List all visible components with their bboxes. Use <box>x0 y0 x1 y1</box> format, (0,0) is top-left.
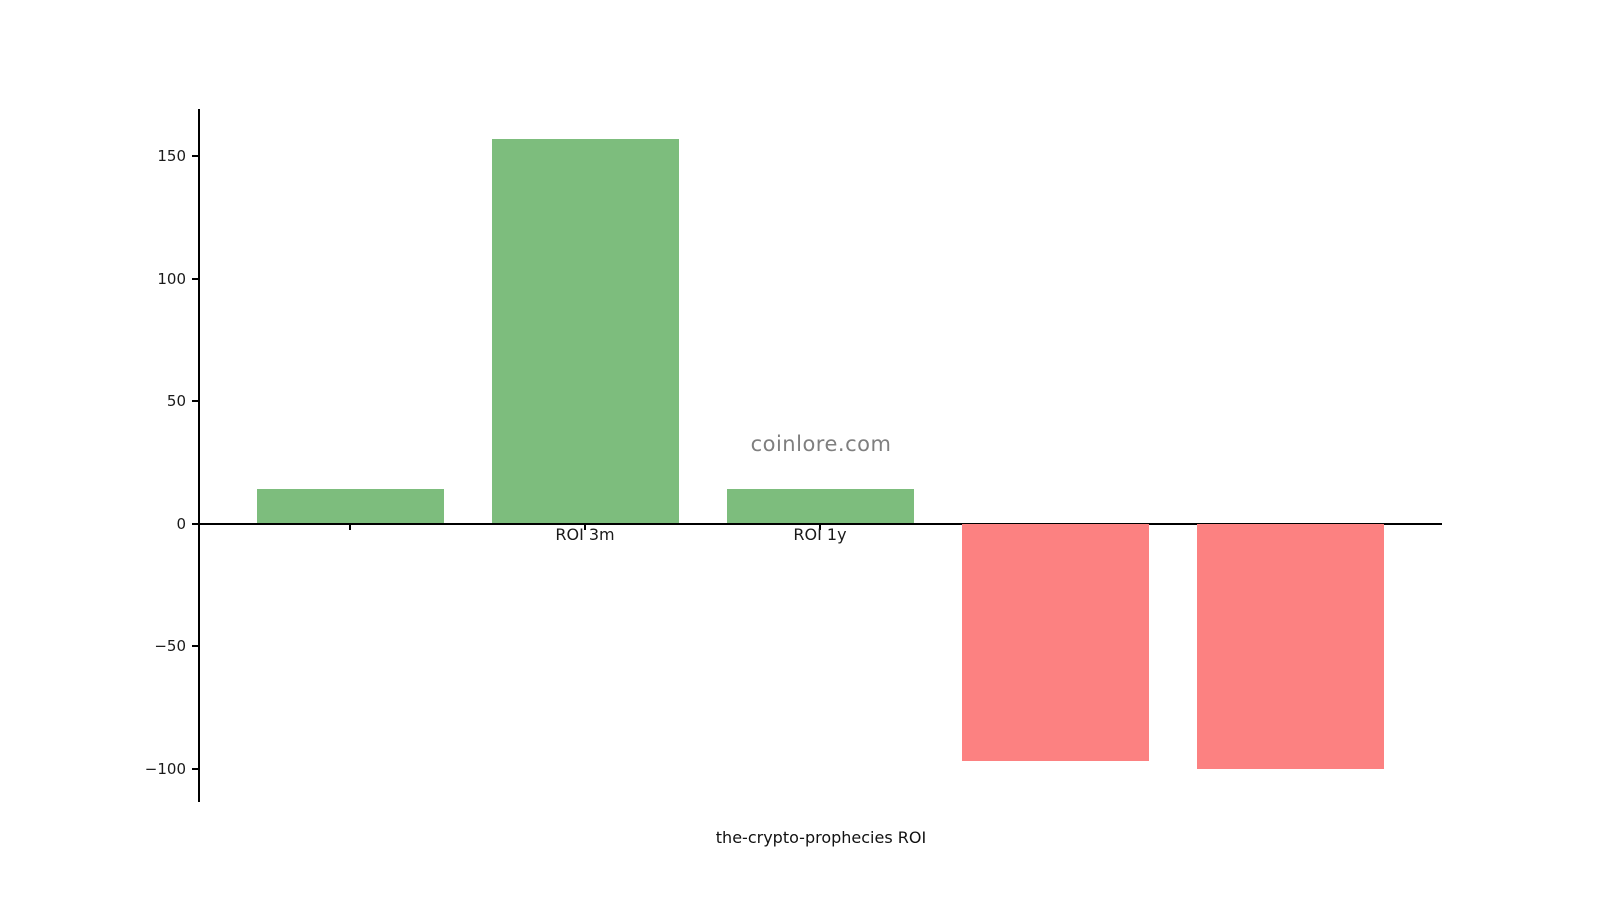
y-tick <box>192 645 198 647</box>
x-tick <box>349 523 351 530</box>
bar-series-4 <box>961 523 1149 762</box>
bar-series-5 <box>1196 523 1384 769</box>
y-tick-label: 0 <box>176 514 186 533</box>
y-tick <box>192 400 198 402</box>
x-tick-label: ROI 1y <box>793 524 847 544</box>
y-tick-label: −100 <box>144 759 186 778</box>
y-tick <box>192 277 198 280</box>
y-tick <box>192 767 198 770</box>
y-tick <box>192 522 198 525</box>
bar-ROI 3m <box>491 138 679 524</box>
watermark: coinlore.com <box>750 432 892 456</box>
y-tick-label: −50 <box>154 637 186 655</box>
y-tick-label: 100 <box>157 269 186 288</box>
bar-series-1 <box>256 489 444 524</box>
y-tick-label: 50 <box>166 392 186 410</box>
y-axis-spine <box>198 109 200 802</box>
x-tick-label: ROI 3m <box>555 524 615 544</box>
y-tick <box>192 155 198 157</box>
y-tick-label: 150 <box>157 147 186 165</box>
x-axis-title: the-crypto-prophecies ROI <box>715 828 927 847</box>
bar-ROI 1y <box>726 489 914 524</box>
x-tick <box>819 523 821 530</box>
x-tick <box>584 523 586 530</box>
